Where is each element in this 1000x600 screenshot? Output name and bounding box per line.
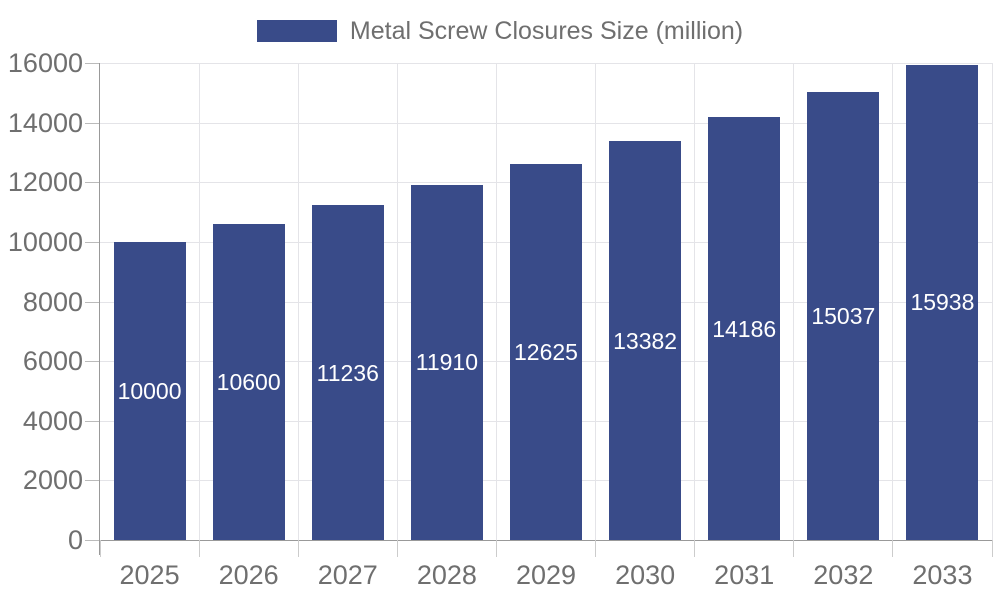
y-axis-tick bbox=[85, 420, 99, 422]
x-axis-label-2027: 2027 bbox=[317, 560, 378, 590]
legend-label: Metal Screw Closures Size (million) bbox=[349, 16, 744, 45]
gridline-vertical bbox=[595, 63, 597, 540]
gridline-horizontal bbox=[100, 122, 992, 124]
y-axis-tick-label: 14000 bbox=[7, 107, 83, 138]
bar-2026[interactable] bbox=[212, 223, 285, 540]
y-axis-tick-label: 4000 bbox=[22, 405, 83, 436]
gridline-vertical bbox=[991, 63, 993, 540]
y-axis-tick bbox=[85, 301, 99, 303]
gridline-vertical bbox=[892, 63, 894, 540]
x-axis-label-2026: 2026 bbox=[218, 560, 279, 590]
x-axis-tick bbox=[198, 540, 200, 557]
y-axis-tick bbox=[85, 480, 99, 482]
y-axis-tick-label: 2000 bbox=[22, 465, 83, 496]
x-axis-label-2030: 2030 bbox=[615, 560, 676, 590]
x-axis-label-2028: 2028 bbox=[416, 560, 477, 590]
x-axis-tick bbox=[297, 540, 299, 557]
x-axis-tick bbox=[495, 540, 497, 557]
bar-2029[interactable] bbox=[510, 163, 582, 540]
gridline-vertical bbox=[396, 63, 398, 540]
y-axis-tick bbox=[85, 182, 99, 184]
x-axis-tick bbox=[595, 540, 597, 557]
y-axis-tick-label: 0 bbox=[67, 525, 83, 555]
plot-area: 10000 10600 11236 11910 12625 13382 14186 15037… bbox=[100, 63, 993, 540]
x-axis-tick bbox=[793, 540, 795, 557]
y-axis-tick-label: 6000 bbox=[22, 346, 83, 377]
bar-2027[interactable] bbox=[311, 205, 384, 540]
bar-2028[interactable] bbox=[410, 184, 483, 540]
y-axis-tick-label: 10000 bbox=[7, 226, 83, 257]
y-axis-tick bbox=[85, 63, 99, 64]
y-axis-tick-label: 16000 bbox=[7, 48, 83, 78]
gridline-vertical bbox=[694, 63, 696, 540]
x-axis-label-2029: 2029 bbox=[515, 560, 577, 590]
gridline-vertical bbox=[198, 63, 200, 540]
y-axis-tick bbox=[85, 241, 99, 243]
bar-2033[interactable] bbox=[906, 64, 979, 540]
bar-2025[interactable] bbox=[113, 241, 186, 540]
gridline-vertical bbox=[793, 63, 795, 540]
x-axis-tick bbox=[991, 540, 993, 557]
x-axis-tick bbox=[892, 540, 894, 557]
x-axis-label-2025: 2025 bbox=[119, 560, 180, 590]
y-axis-tick bbox=[85, 361, 99, 363]
x-axis-tick bbox=[694, 540, 696, 557]
y-axis-tick-label: 12000 bbox=[7, 167, 83, 198]
gridline-horizontal bbox=[100, 63, 992, 64]
bar-2030[interactable] bbox=[609, 141, 682, 540]
gridline-vertical bbox=[495, 63, 497, 540]
x-axis-label-2033: 2033 bbox=[912, 560, 973, 590]
x-axis-label-2031: 2031 bbox=[714, 560, 775, 590]
legend-swatch bbox=[256, 20, 337, 42]
bar-2031[interactable] bbox=[708, 117, 781, 540]
gridline-vertical bbox=[297, 63, 299, 540]
x-axis-tick bbox=[396, 540, 398, 557]
bar-2032[interactable] bbox=[807, 91, 880, 540]
x-axis-tick bbox=[99, 540, 101, 557]
x-axis-line bbox=[100, 540, 992, 541]
y-axis-tick bbox=[85, 540, 99, 541]
y-axis-tick bbox=[85, 122, 99, 124]
y-axis-line bbox=[99, 63, 100, 555]
x-axis-label-2032: 2032 bbox=[813, 560, 874, 590]
y-axis-tick-label: 8000 bbox=[22, 286, 83, 317]
legend-item[interactable]: Metal Screw Closures Size (million) bbox=[0, 12, 1000, 50]
